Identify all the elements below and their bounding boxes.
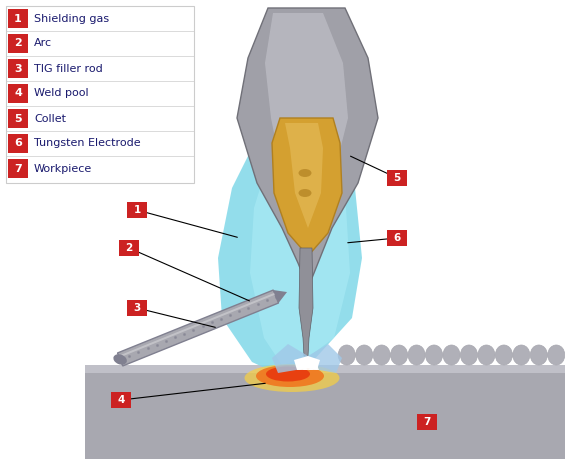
Text: Collet: Collet xyxy=(34,113,66,123)
Polygon shape xyxy=(8,59,28,78)
Polygon shape xyxy=(387,170,407,186)
Text: 5: 5 xyxy=(14,113,22,123)
Polygon shape xyxy=(118,290,279,366)
Polygon shape xyxy=(294,356,320,370)
Polygon shape xyxy=(265,13,348,268)
Ellipse shape xyxy=(460,345,477,365)
Polygon shape xyxy=(299,248,313,356)
Text: Shielding gas: Shielding gas xyxy=(34,13,109,23)
Polygon shape xyxy=(111,392,131,408)
Polygon shape xyxy=(8,159,28,178)
Ellipse shape xyxy=(298,189,311,197)
Polygon shape xyxy=(119,240,139,256)
Polygon shape xyxy=(237,8,378,288)
Polygon shape xyxy=(8,84,28,103)
Polygon shape xyxy=(85,365,565,459)
Ellipse shape xyxy=(256,365,324,387)
Text: 3: 3 xyxy=(133,303,141,313)
Text: 7: 7 xyxy=(423,417,431,427)
Ellipse shape xyxy=(390,345,408,365)
Ellipse shape xyxy=(547,345,565,365)
Polygon shape xyxy=(218,92,362,376)
Text: Weld pool: Weld pool xyxy=(34,89,89,99)
Text: Arc: Arc xyxy=(34,39,52,49)
Polygon shape xyxy=(309,358,319,370)
Text: 1: 1 xyxy=(133,205,141,215)
Polygon shape xyxy=(8,109,28,128)
Polygon shape xyxy=(303,358,313,370)
Polygon shape xyxy=(272,118,342,256)
Ellipse shape xyxy=(114,354,127,365)
Polygon shape xyxy=(250,108,350,365)
Polygon shape xyxy=(285,123,323,228)
Polygon shape xyxy=(273,290,287,303)
Ellipse shape xyxy=(425,345,442,365)
Polygon shape xyxy=(387,230,407,246)
Polygon shape xyxy=(85,365,565,373)
Polygon shape xyxy=(119,293,275,358)
Polygon shape xyxy=(8,134,28,153)
Ellipse shape xyxy=(478,345,495,365)
Text: 3: 3 xyxy=(14,63,22,73)
Text: TIG filler rod: TIG filler rod xyxy=(34,63,103,73)
Text: 7: 7 xyxy=(14,163,22,174)
Ellipse shape xyxy=(338,345,355,365)
Polygon shape xyxy=(272,344,342,373)
Text: 6: 6 xyxy=(14,139,22,149)
Ellipse shape xyxy=(496,345,512,365)
Ellipse shape xyxy=(408,345,425,365)
Text: Workpiece: Workpiece xyxy=(34,163,92,174)
Ellipse shape xyxy=(266,366,310,381)
Polygon shape xyxy=(127,300,147,316)
Ellipse shape xyxy=(298,169,311,177)
Text: Tungsten Electrode: Tungsten Electrode xyxy=(34,139,141,149)
Polygon shape xyxy=(6,6,194,183)
Text: 2: 2 xyxy=(14,39,22,49)
Ellipse shape xyxy=(245,364,340,392)
Polygon shape xyxy=(8,34,28,53)
Ellipse shape xyxy=(530,345,547,365)
Polygon shape xyxy=(8,9,28,28)
Ellipse shape xyxy=(355,345,373,365)
Text: 5: 5 xyxy=(393,173,401,183)
Polygon shape xyxy=(417,414,437,430)
Text: 2: 2 xyxy=(125,243,133,253)
Polygon shape xyxy=(127,202,147,218)
Polygon shape xyxy=(297,358,307,370)
Text: 6: 6 xyxy=(393,233,401,243)
Ellipse shape xyxy=(443,345,460,365)
Ellipse shape xyxy=(513,345,530,365)
Ellipse shape xyxy=(373,345,390,365)
Text: 4: 4 xyxy=(14,89,22,99)
Text: 4: 4 xyxy=(118,395,125,405)
Text: 1: 1 xyxy=(14,13,22,23)
